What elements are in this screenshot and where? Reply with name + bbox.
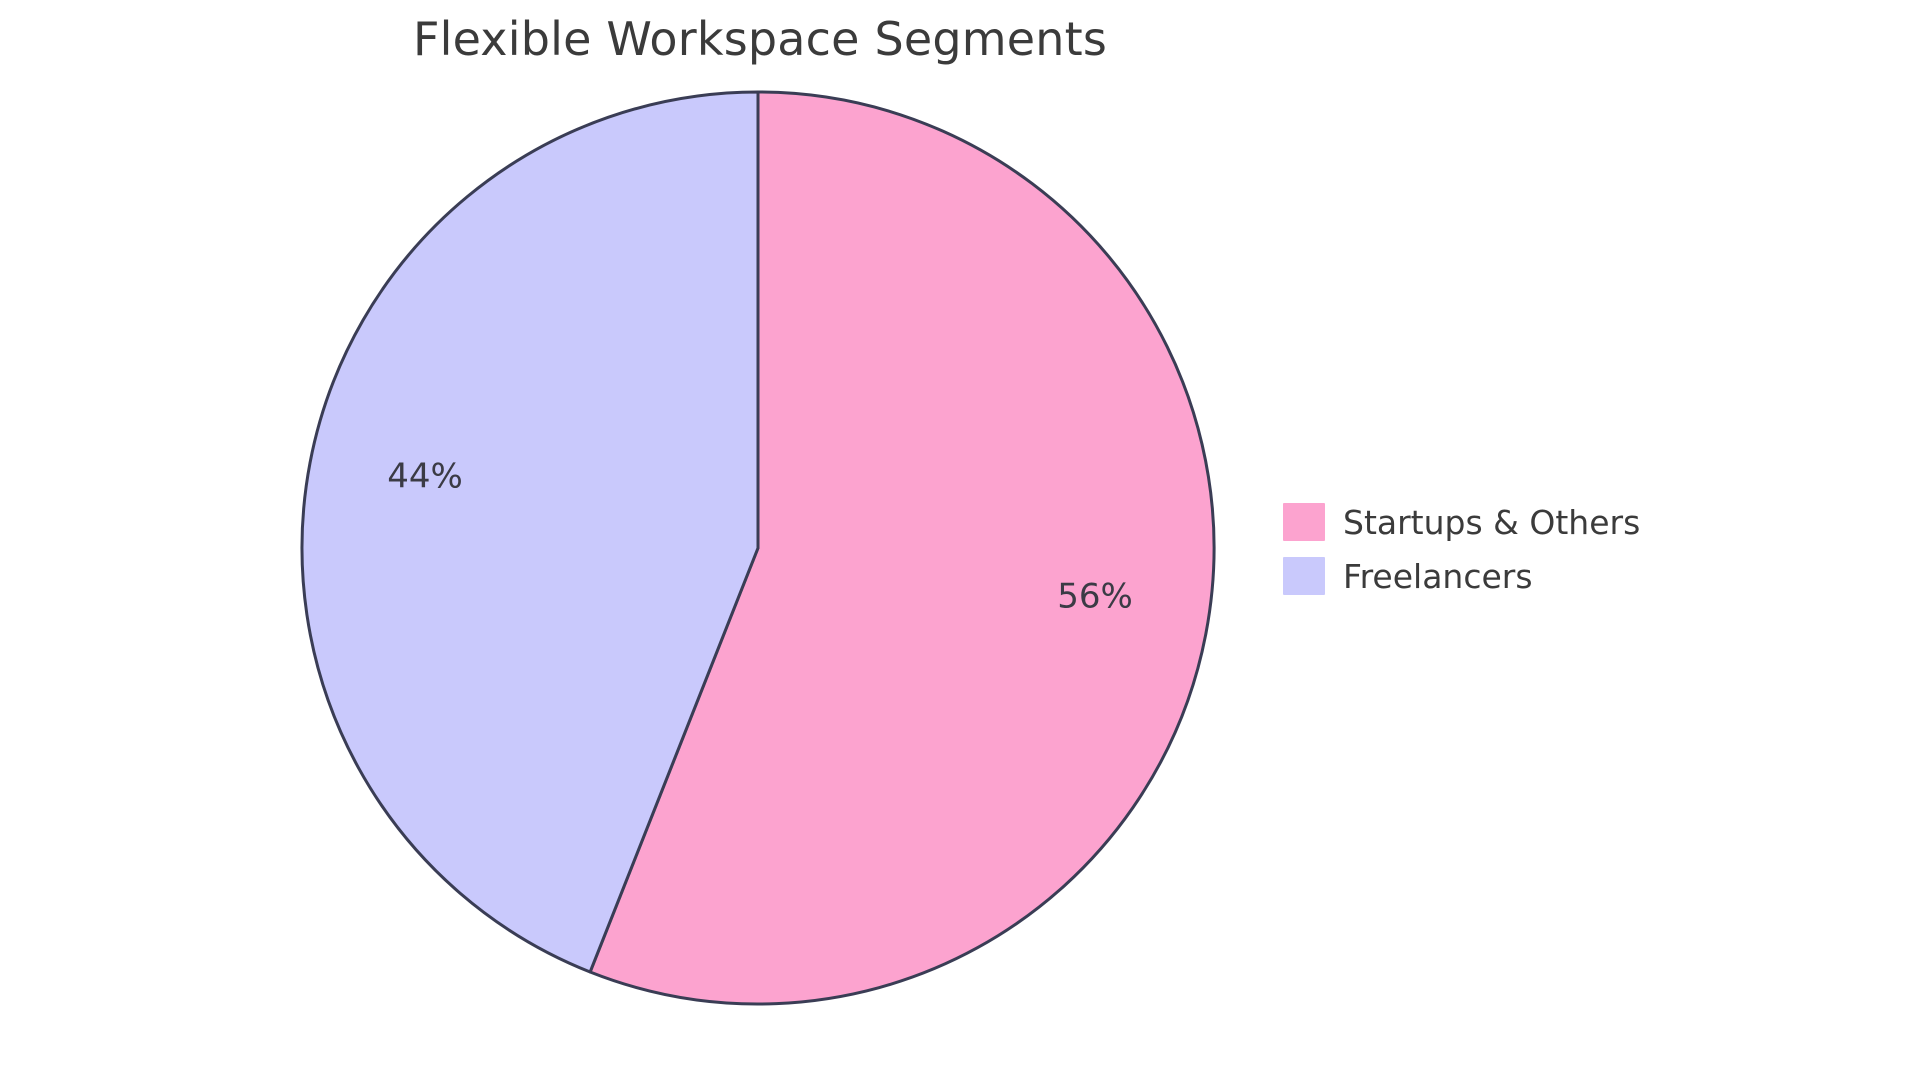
legend-label-freelancers: Freelancers: [1343, 556, 1533, 596]
page-title: Flexible Workspace Segments: [412, 12, 1108, 66]
legend-item-freelancers[interactable]: Freelancers: [1283, 549, 1703, 603]
pie-slice-labels: 56% 44%: [387, 457, 1133, 617]
pie-slice-percent-label: 56%: [1057, 577, 1133, 617]
pie-slice[interactable]: [588, 90, 1216, 1006]
legend-label-startups-others: Startups & Others: [1343, 502, 1641, 542]
chart-legend: Startups & Others Freelancers: [1283, 495, 1703, 603]
legend-swatch-freelancers: [1283, 557, 1325, 595]
legend-swatch-startups-others: [1283, 503, 1325, 541]
pie-slice[interactable]: [300, 90, 760, 974]
legend-item-startups-others[interactable]: Startups & Others: [1283, 495, 1703, 549]
pie-slices: [300, 90, 1216, 1006]
pie-slice-percent-label: 44%: [387, 457, 463, 497]
